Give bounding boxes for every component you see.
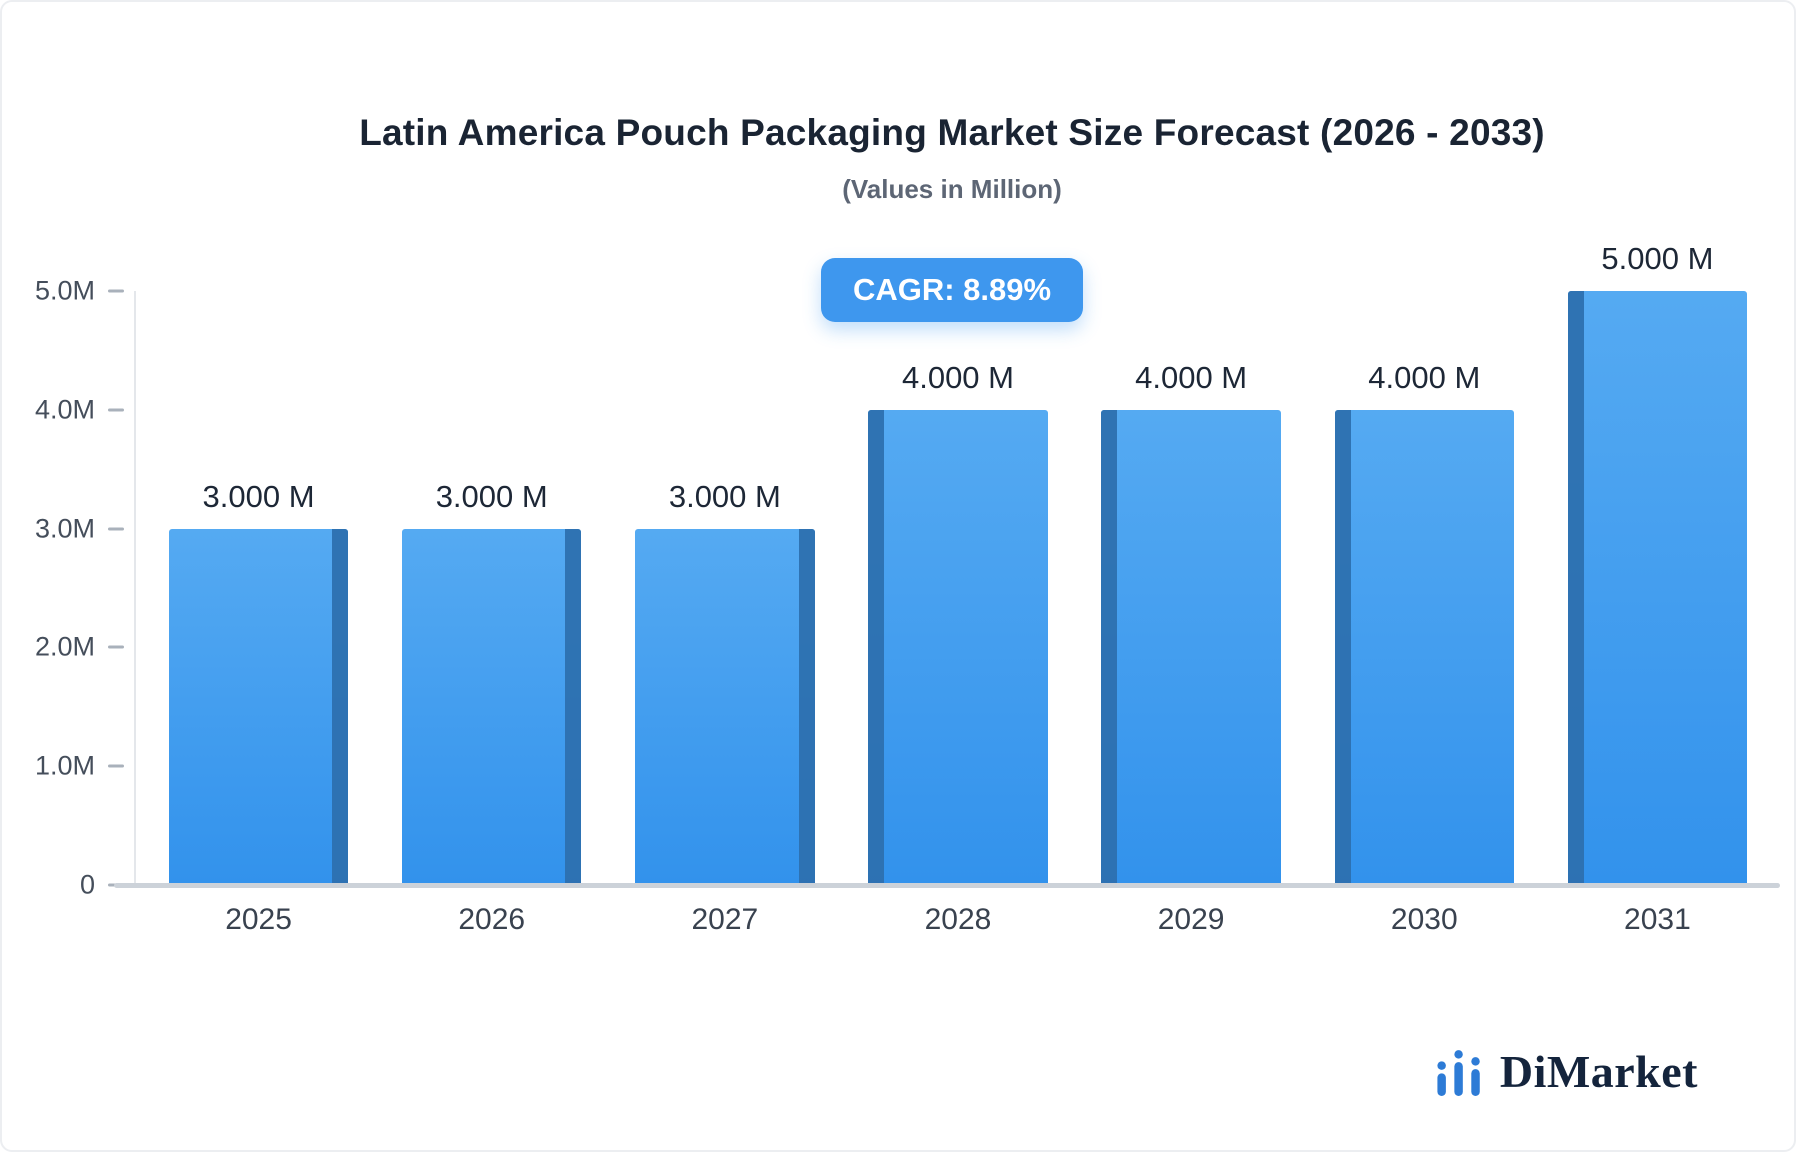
bar-slot: 4.000 M 2030	[1308, 291, 1541, 936]
y-tick-label: 3.0M	[34, 513, 95, 544]
y-tick-label: 0	[79, 869, 95, 900]
bar-value-label: 5.000 M	[1601, 241, 1714, 276]
bar-slot: 3.000 M 2027	[608, 291, 841, 936]
y-tick: 3.0M	[35, 513, 124, 544]
cagr-badge: CAGR: 8.89%	[820, 258, 1084, 322]
y-axis: 0 1.0M 2.0M 3.0M 4.0M 5.0M	[2, 276, 124, 900]
bar-2028	[868, 409, 1048, 885]
bar-value-label: 4.000 M	[901, 359, 1014, 395]
y-tick: 1.0M	[35, 751, 124, 782]
x-axis-label: 2031	[1624, 903, 1691, 936]
bar-2031	[1567, 291, 1748, 885]
bars-container: 3.000 M 2025 3.000 M 2026 3.000 M 2027 4.000 M…	[142, 241, 1774, 936]
y-tick-mark	[108, 645, 124, 649]
x-axis-label: 2026	[458, 903, 526, 936]
bar-3d-edge	[868, 409, 885, 885]
bar-value-label: 3.000 M	[668, 478, 781, 514]
bar-chart-logo-icon	[1437, 1049, 1480, 1096]
bar-slot: 5.000 M 2031	[1541, 241, 1774, 936]
brand-name: DiMarket	[1499, 1046, 1698, 1097]
y-tick-label: 2.0M	[34, 631, 95, 662]
bar-value-label: 3.000 M	[202, 478, 315, 514]
bar-slot: 4.000 M 2028	[841, 291, 1074, 936]
x-axis-label: 2028	[924, 903, 992, 936]
cagr-badge-row: CAGR: 8.89%	[132, 258, 1772, 322]
y-axis-line	[134, 291, 136, 885]
bar-value-label: 4.000 M	[1135, 359, 1248, 395]
x-axis-label: 2029	[1157, 903, 1225, 936]
bar-2029	[1101, 409, 1281, 885]
bar-value-label: 3.000 M	[435, 478, 548, 514]
brand-logo: DiMarket	[1434, 1045, 1698, 1098]
y-tick-label: 1.0M	[34, 750, 95, 781]
y-tick: 2.0M	[35, 632, 124, 663]
plot-area: 0 1.0M 2.0M 3.0M 4.0M 5.0M 3.000 M 2025 3.000 M…	[35, 241, 1780, 936]
bar-2027	[635, 528, 815, 885]
bar-3d-edge	[798, 528, 815, 885]
y-tick-mark	[108, 289, 124, 293]
y-tick-mark	[108, 764, 124, 768]
bar-2026	[401, 528, 582, 885]
bar-3d-edge	[332, 528, 349, 885]
y-tick-label: 4.0M	[34, 394, 95, 425]
bar-3d-edge	[1101, 409, 1118, 885]
bar-slot: 3.000 M 2025	[142, 291, 375, 936]
bar-3d-edge	[1567, 291, 1584, 885]
bar-3d-edge	[565, 528, 582, 885]
bar-2030	[1334, 409, 1515, 885]
bar-3d-edge	[1334, 409, 1351, 885]
y-tick-mark	[108, 408, 124, 412]
y-tick-label: 5.0M	[34, 275, 95, 306]
bar-slot: 4.000 M 2029	[1075, 291, 1308, 936]
y-tick-mark	[108, 527, 124, 531]
bar-2025	[168, 528, 349, 885]
chart-subtitle: (Values in Million)	[842, 174, 1062, 204]
y-tick: 4.0M	[35, 394, 124, 425]
x-axis-line	[114, 883, 1780, 888]
bar-value-label: 4.000 M	[1368, 359, 1481, 395]
x-axis-label: 2030	[1390, 903, 1458, 936]
chart-title: Latin America Pouch Packaging Market Siz…	[359, 112, 1545, 153]
x-axis-label: 2027	[691, 903, 759, 936]
x-axis-label: 2025	[225, 903, 292, 936]
y-tick: 5.0M	[35, 276, 124, 307]
bar-slot: 3.000 M 2026	[375, 291, 608, 936]
